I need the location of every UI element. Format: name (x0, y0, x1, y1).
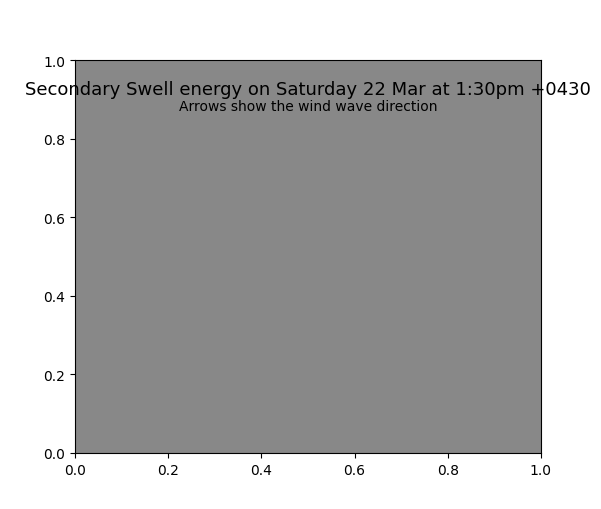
Text: Arrows show the wind wave direction: Arrows show the wind wave direction (178, 100, 438, 114)
Text: Secondary Swell energy on Saturday 22 Mar at 1:30pm +0430: Secondary Swell energy on Saturday 22 Ma… (25, 80, 591, 99)
